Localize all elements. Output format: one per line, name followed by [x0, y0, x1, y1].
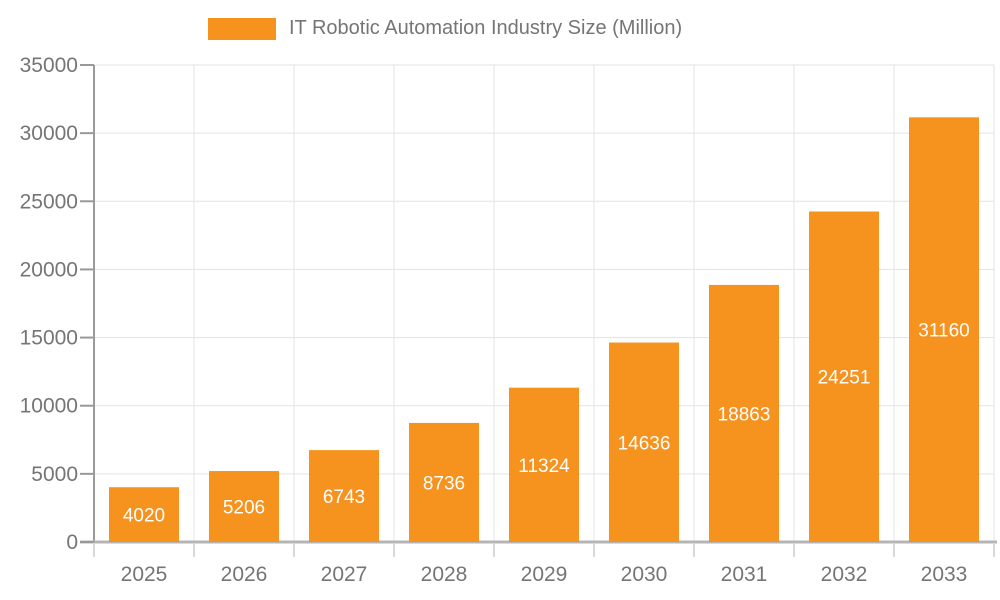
bar[interactable] — [809, 211, 879, 542]
y-axis-label: 10000 — [20, 395, 78, 418]
bar-value-label: 5206 — [223, 498, 265, 519]
x-axis-label: 2031 — [721, 563, 768, 586]
y-axis-label: 25000 — [20, 190, 78, 213]
legend-item[interactable]: IT Robotic Automation Industry Size (Mil… — [208, 17, 682, 40]
x-axis-label: 2033 — [921, 563, 968, 586]
bar-value-label: 6743 — [323, 487, 365, 508]
y-axis-label: 30000 — [20, 122, 78, 145]
bar[interactable] — [509, 387, 579, 542]
bar-value-label: 11324 — [518, 456, 570, 477]
x-axis-label: 2028 — [421, 563, 468, 586]
bar-value-label: 31160 — [918, 321, 969, 342]
bar[interactable] — [209, 471, 279, 542]
bar-value-label: 24251 — [818, 368, 871, 389]
bar[interactable] — [909, 117, 979, 543]
y-axis-label: 5000 — [31, 463, 78, 486]
legend-swatch — [208, 17, 276, 40]
bar[interactable] — [409, 422, 479, 542]
x-axis-label: 2026 — [221, 563, 268, 586]
x-axis-label: 2025 — [121, 563, 168, 586]
x-axis-label: 2027 — [321, 563, 368, 586]
bar[interactable] — [109, 487, 179, 542]
y-axis-label: 0 — [66, 531, 78, 554]
bar-value-label: 8736 — [423, 473, 465, 494]
y-axis-label: 35000 — [20, 54, 78, 77]
legend-label: IT Robotic Automation Industry Size (Mil… — [289, 17, 683, 39]
bar-value-label: 4020 — [123, 506, 165, 527]
x-axis-label: 2030 — [621, 563, 668, 586]
bar-value-label: 18863 — [718, 404, 771, 425]
y-axis-label: 15000 — [20, 327, 78, 350]
bar[interactable] — [709, 284, 779, 542]
y-axis-label: 20000 — [20, 258, 78, 281]
bar[interactable] — [309, 450, 379, 542]
x-axis-label: 2032 — [821, 563, 868, 586]
x-axis-label: 2029 — [521, 563, 568, 586]
bar[interactable] — [609, 342, 679, 542]
bar-value-label: 14636 — [618, 433, 671, 454]
